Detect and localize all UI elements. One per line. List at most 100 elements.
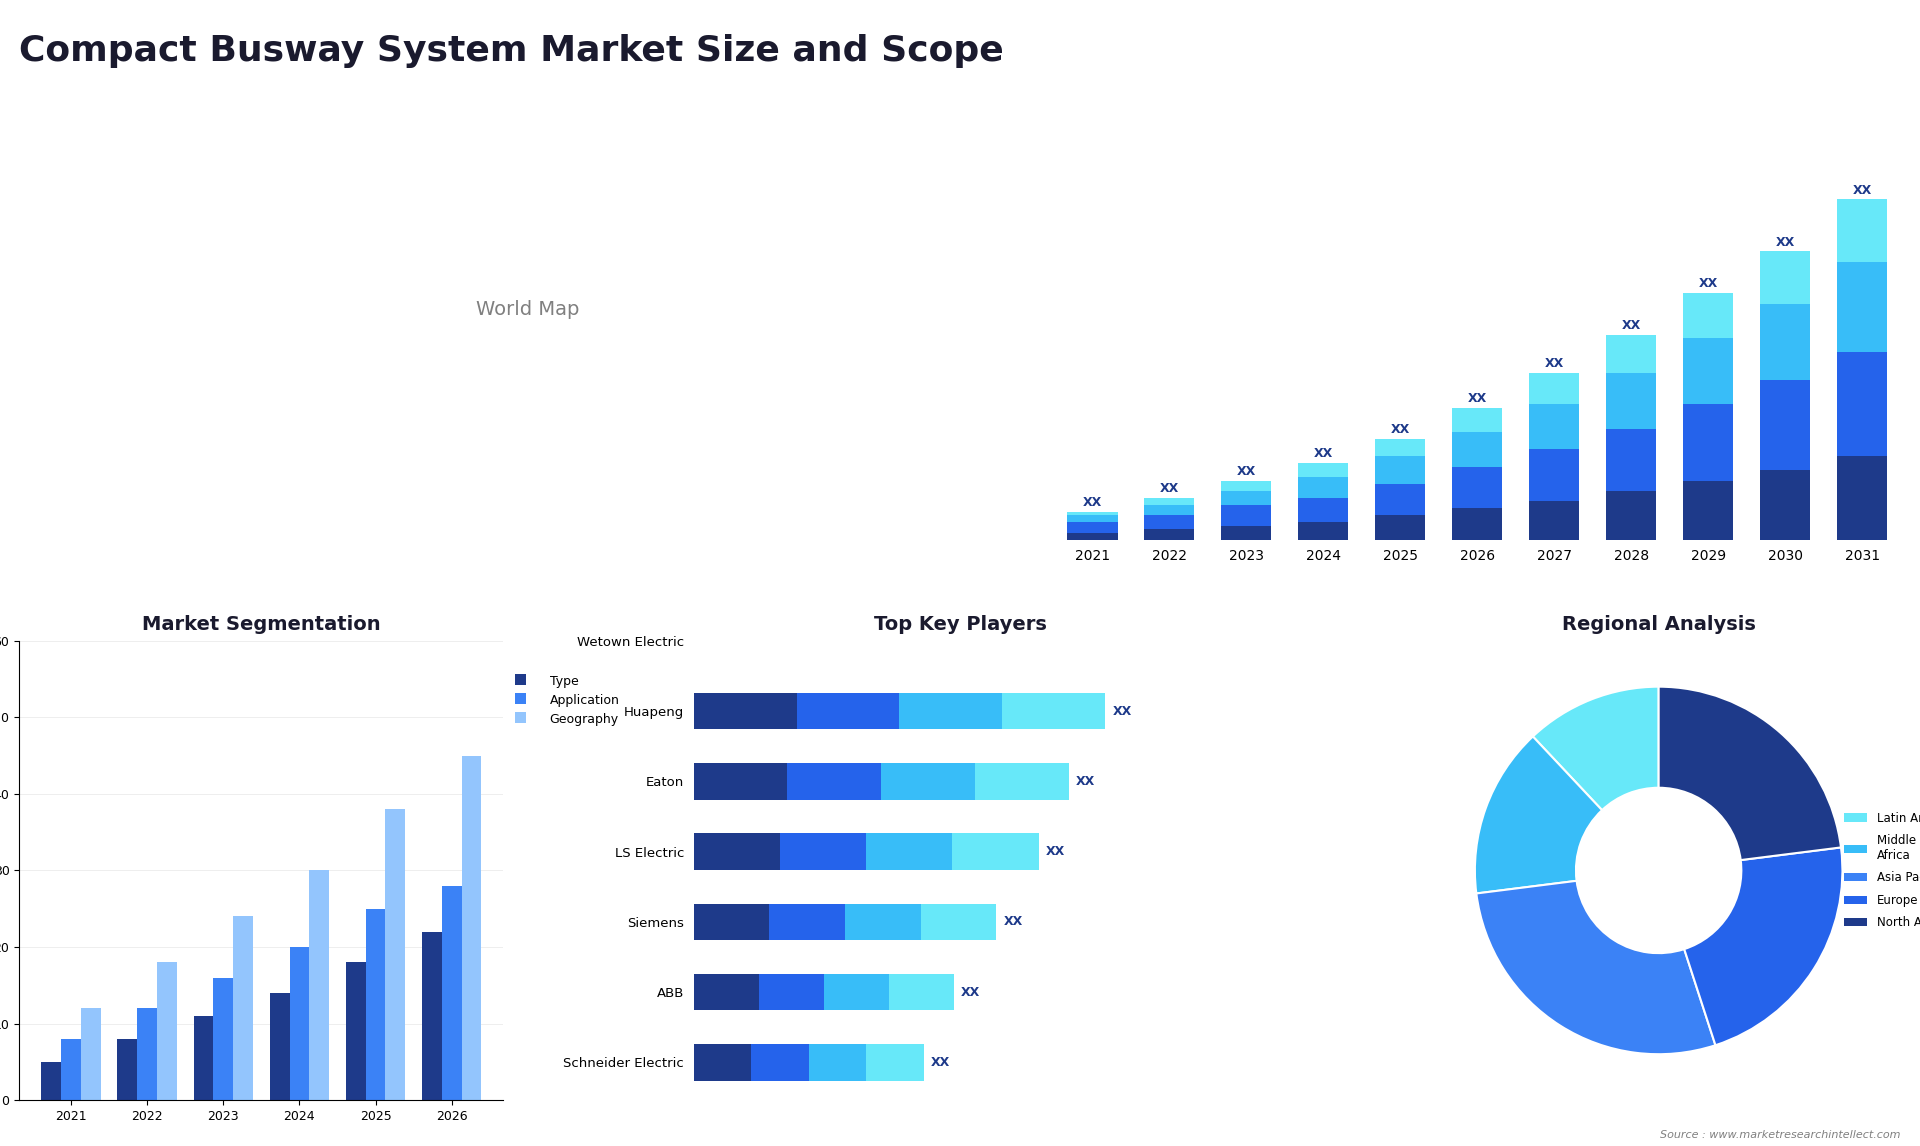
Text: XX: XX — [1046, 845, 1066, 858]
Text: Source : www.marketresearchintellect.com: Source : www.marketresearchintellect.com — [1661, 1130, 1901, 1140]
Bar — [1221, 480, 1271, 490]
Wedge shape — [1475, 737, 1601, 894]
Bar — [824, 974, 889, 1011]
Bar — [1144, 499, 1194, 505]
Bar — [1761, 251, 1811, 304]
Text: XX: XX — [1546, 358, 1565, 370]
Bar — [922, 904, 996, 940]
Title: Regional Analysis: Regional Analysis — [1561, 614, 1755, 634]
Bar — [1761, 304, 1811, 380]
Bar — [693, 833, 780, 870]
Bar — [365, 909, 386, 1100]
Text: XX: XX — [1776, 236, 1795, 249]
Bar — [1684, 338, 1734, 405]
Text: World Map: World Map — [476, 300, 580, 320]
Wedge shape — [1659, 686, 1841, 861]
Bar — [1221, 490, 1271, 505]
Text: XX: XX — [1083, 496, 1102, 509]
Bar — [422, 932, 442, 1100]
Bar — [787, 763, 881, 800]
Bar — [770, 904, 845, 940]
Legend: Type, Application, Geography: Type, Application, Geography — [509, 670, 624, 731]
Bar — [194, 1017, 213, 1100]
Bar — [1068, 512, 1117, 516]
Text: XX: XX — [1160, 482, 1179, 495]
Bar — [1452, 408, 1503, 432]
Bar — [61, 1039, 81, 1100]
Bar — [1068, 523, 1117, 533]
Legend: Latin America, Middle East &
Africa, Asia Pacific, Europe, North America: Latin America, Middle East & Africa, Asi… — [1839, 807, 1920, 934]
Bar — [1068, 533, 1117, 540]
Bar — [1761, 380, 1811, 470]
Text: XX: XX — [1699, 277, 1718, 290]
Text: XX: XX — [1622, 319, 1642, 332]
Bar — [1530, 502, 1580, 540]
Bar — [1837, 456, 1887, 540]
Bar — [693, 974, 758, 1011]
Bar — [1298, 463, 1348, 477]
Bar — [117, 1039, 136, 1100]
Bar — [1002, 692, 1106, 729]
Bar — [1298, 523, 1348, 540]
Polygon shape — [1657, 32, 1782, 108]
Bar — [1684, 480, 1734, 540]
Bar — [1837, 261, 1887, 352]
Bar — [845, 904, 922, 940]
Bar — [157, 963, 177, 1100]
Bar — [386, 809, 405, 1100]
Bar — [899, 692, 1002, 729]
Bar — [213, 978, 232, 1100]
Bar — [1452, 432, 1503, 466]
Text: XX: XX — [1467, 392, 1486, 405]
Text: MARKET
RESEARCH
INTELLECT: MARKET RESEARCH INTELLECT — [1797, 46, 1859, 84]
Text: XX: XX — [1853, 183, 1872, 197]
Bar — [1607, 429, 1657, 490]
Bar — [1837, 352, 1887, 456]
Bar — [269, 992, 290, 1100]
Bar — [975, 763, 1069, 800]
Bar — [693, 1044, 751, 1081]
Bar — [1375, 516, 1425, 540]
Bar — [1452, 509, 1503, 540]
Bar — [1298, 499, 1348, 523]
Bar — [309, 871, 328, 1100]
Bar — [1221, 505, 1271, 526]
Text: XX: XX — [1390, 423, 1409, 437]
Text: XX: XX — [1313, 447, 1332, 461]
Bar — [1068, 516, 1117, 523]
Bar — [881, 763, 975, 800]
Bar — [693, 692, 797, 729]
Bar — [81, 1008, 100, 1100]
Wedge shape — [1532, 686, 1659, 810]
Bar — [1684, 405, 1734, 480]
Title: Top Key Players: Top Key Players — [874, 614, 1046, 634]
Bar — [1607, 372, 1657, 429]
Title: Market Segmentation: Market Segmentation — [142, 614, 380, 634]
Bar — [866, 1044, 924, 1081]
Bar — [1530, 372, 1580, 405]
Bar — [346, 963, 365, 1100]
Bar — [1375, 439, 1425, 456]
Wedge shape — [1476, 881, 1715, 1054]
Bar — [1607, 490, 1657, 540]
Bar — [751, 1044, 808, 1081]
Bar — [1144, 529, 1194, 540]
Bar — [1684, 293, 1734, 338]
Text: XX: XX — [1077, 775, 1096, 787]
Text: XX: XX — [962, 986, 981, 998]
Bar — [1221, 526, 1271, 540]
Bar — [1761, 470, 1811, 540]
Bar — [1837, 199, 1887, 261]
Bar — [889, 974, 954, 1011]
Bar — [40, 1062, 61, 1100]
Text: XX: XX — [931, 1055, 950, 1069]
Text: Compact Busway System Market Size and Scope: Compact Busway System Market Size and Sc… — [19, 34, 1004, 69]
Wedge shape — [1684, 847, 1843, 1045]
Bar — [1144, 505, 1194, 516]
Bar — [780, 833, 866, 870]
Bar — [693, 904, 770, 940]
Text: XX: XX — [1112, 705, 1131, 717]
Bar — [693, 763, 787, 800]
Bar — [136, 1008, 157, 1100]
Bar — [461, 755, 482, 1100]
